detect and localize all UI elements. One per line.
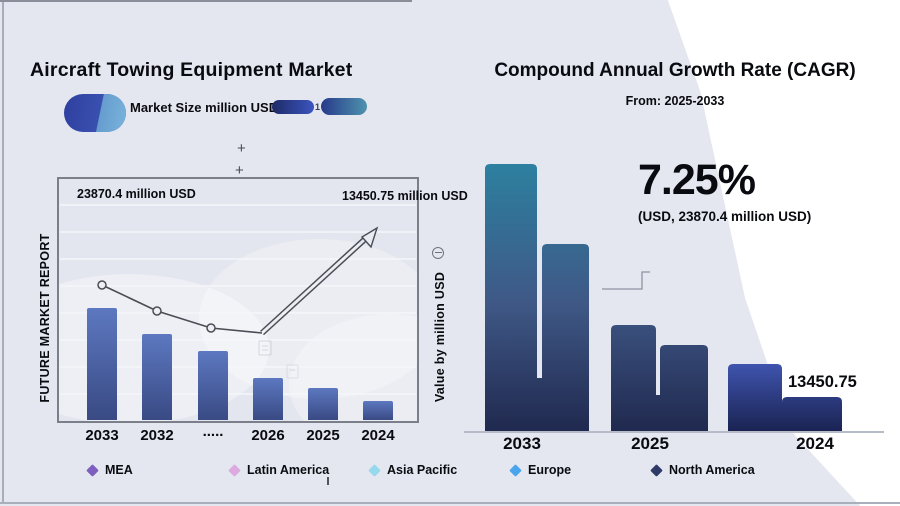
market-size-cylinder-icon (64, 94, 126, 132)
corner-step-decoration (602, 271, 650, 290)
key-pill-teal-icon (321, 98, 367, 115)
x-label: 2032 (140, 427, 174, 444)
x-label: 2025 (306, 427, 340, 444)
x-label: 2024 (361, 427, 395, 444)
trend-line-and-arrow (97, 226, 379, 336)
frame-top-line (0, 0, 412, 2)
right-chart-title: Compound Annual Growth Rate (CAGR) (494, 60, 856, 81)
x-label: 2025 (631, 434, 669, 453)
market-size-chart (57, 177, 419, 423)
x-label: 2033 (503, 434, 541, 453)
right-chart-subtitle: From: 2025-2033 (625, 94, 725, 108)
market-size-chart-svg (59, 204, 417, 421)
diamond-icon (650, 463, 663, 477)
market-size-key-label: Market Size million USD (130, 100, 279, 115)
start-value-callout: 23870.4 million USD (77, 187, 196, 201)
legend-item-asia-pacific: Asia Pacific (368, 463, 458, 477)
plus-mark-icon: + (237, 140, 246, 157)
legend-item-north-america: North America (650, 463, 755, 477)
diamond-icon (509, 463, 522, 477)
cagr-detail: (USD, 23870.4 million USD) (638, 209, 812, 224)
gridlines (60, 204, 416, 395)
legend-label: Europe (528, 463, 572, 477)
legend-item-europe: Europe (509, 463, 572, 477)
x-label: ..... (202, 423, 224, 440)
diamond-icon (368, 463, 381, 477)
circled-minus-icon (432, 247, 444, 259)
key-pill-dark-icon (272, 100, 314, 114)
key-ratio-mark: 1 (315, 102, 321, 112)
end-value-callout: 13450.75 million USD (342, 189, 468, 203)
legend-label: Asia Pacific (387, 463, 458, 477)
diamond-icon (86, 463, 99, 477)
market-size-bars (87, 308, 393, 420)
cagr-bars (485, 164, 842, 431)
diamond-icon (228, 463, 241, 477)
left-chart-title: Aircraft Towing Equipment Market (30, 59, 353, 81)
x-label: 2033 (85, 427, 119, 444)
frame-left-line (2, 2, 4, 503)
legend-item-mea: MEA (86, 463, 133, 477)
legend-item-latin-america: Latin America (228, 463, 330, 477)
x-label: 2026 (251, 427, 285, 444)
cylinder-highlight (95, 94, 126, 132)
bar-value-callout: 13450.75 (788, 373, 857, 391)
plus-mark-icon: + (235, 162, 244, 179)
legend-label: North America (669, 463, 755, 477)
legend-label: MEA (105, 463, 133, 477)
legend-label: Latin America (247, 463, 330, 477)
cagr-chart-svg (464, 164, 884, 433)
y-axis-label-vertical: Value by million USD (433, 271, 447, 403)
x-label: 2024 (796, 434, 834, 453)
watermark-vertical-text: FUTURE MARKET REPORT (38, 233, 52, 403)
watermark-doc-icons (258, 340, 299, 379)
frame-bottom-line (0, 502, 900, 504)
bottom-tick-mark (327, 477, 329, 485)
cagr-value: 7.25% (638, 156, 756, 204)
